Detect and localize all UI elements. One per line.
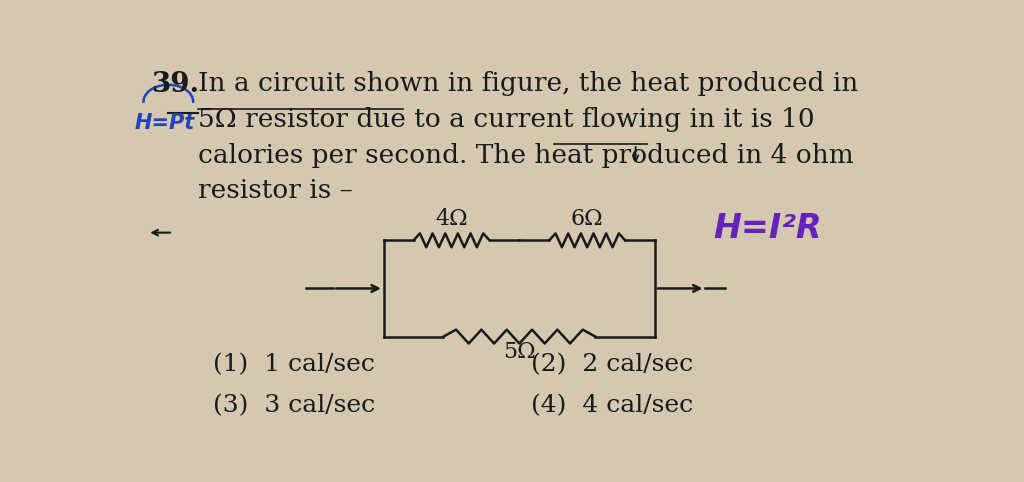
- Text: calories per second. The heat produced in 4 ohm: calories per second. The heat produced i…: [198, 143, 853, 168]
- Text: (3)  3 cal/sec: (3) 3 cal/sec: [213, 394, 376, 417]
- Text: (2)  2 cal/sec: (2) 2 cal/sec: [531, 353, 693, 376]
- Text: 6Ω: 6Ω: [570, 208, 603, 230]
- Text: 5Ω: 5Ω: [503, 341, 536, 363]
- Text: H=I²R: H=I²R: [713, 212, 821, 245]
- Text: 39.: 39.: [152, 71, 200, 98]
- Text: In a circuit shown in figure, the heat produced in: In a circuit shown in figure, the heat p…: [198, 71, 858, 96]
- Text: 4Ω: 4Ω: [435, 208, 468, 230]
- Text: 5Ω resistor due to a current flowing in it is 10: 5Ω resistor due to a current flowing in …: [198, 107, 814, 132]
- Text: (1)  1 cal/sec: (1) 1 cal/sec: [213, 353, 375, 376]
- Text: H=Pt: H=Pt: [134, 113, 195, 134]
- Text: resistor is –: resistor is –: [198, 178, 352, 203]
- Text: (4)  4 cal/sec: (4) 4 cal/sec: [531, 394, 693, 417]
